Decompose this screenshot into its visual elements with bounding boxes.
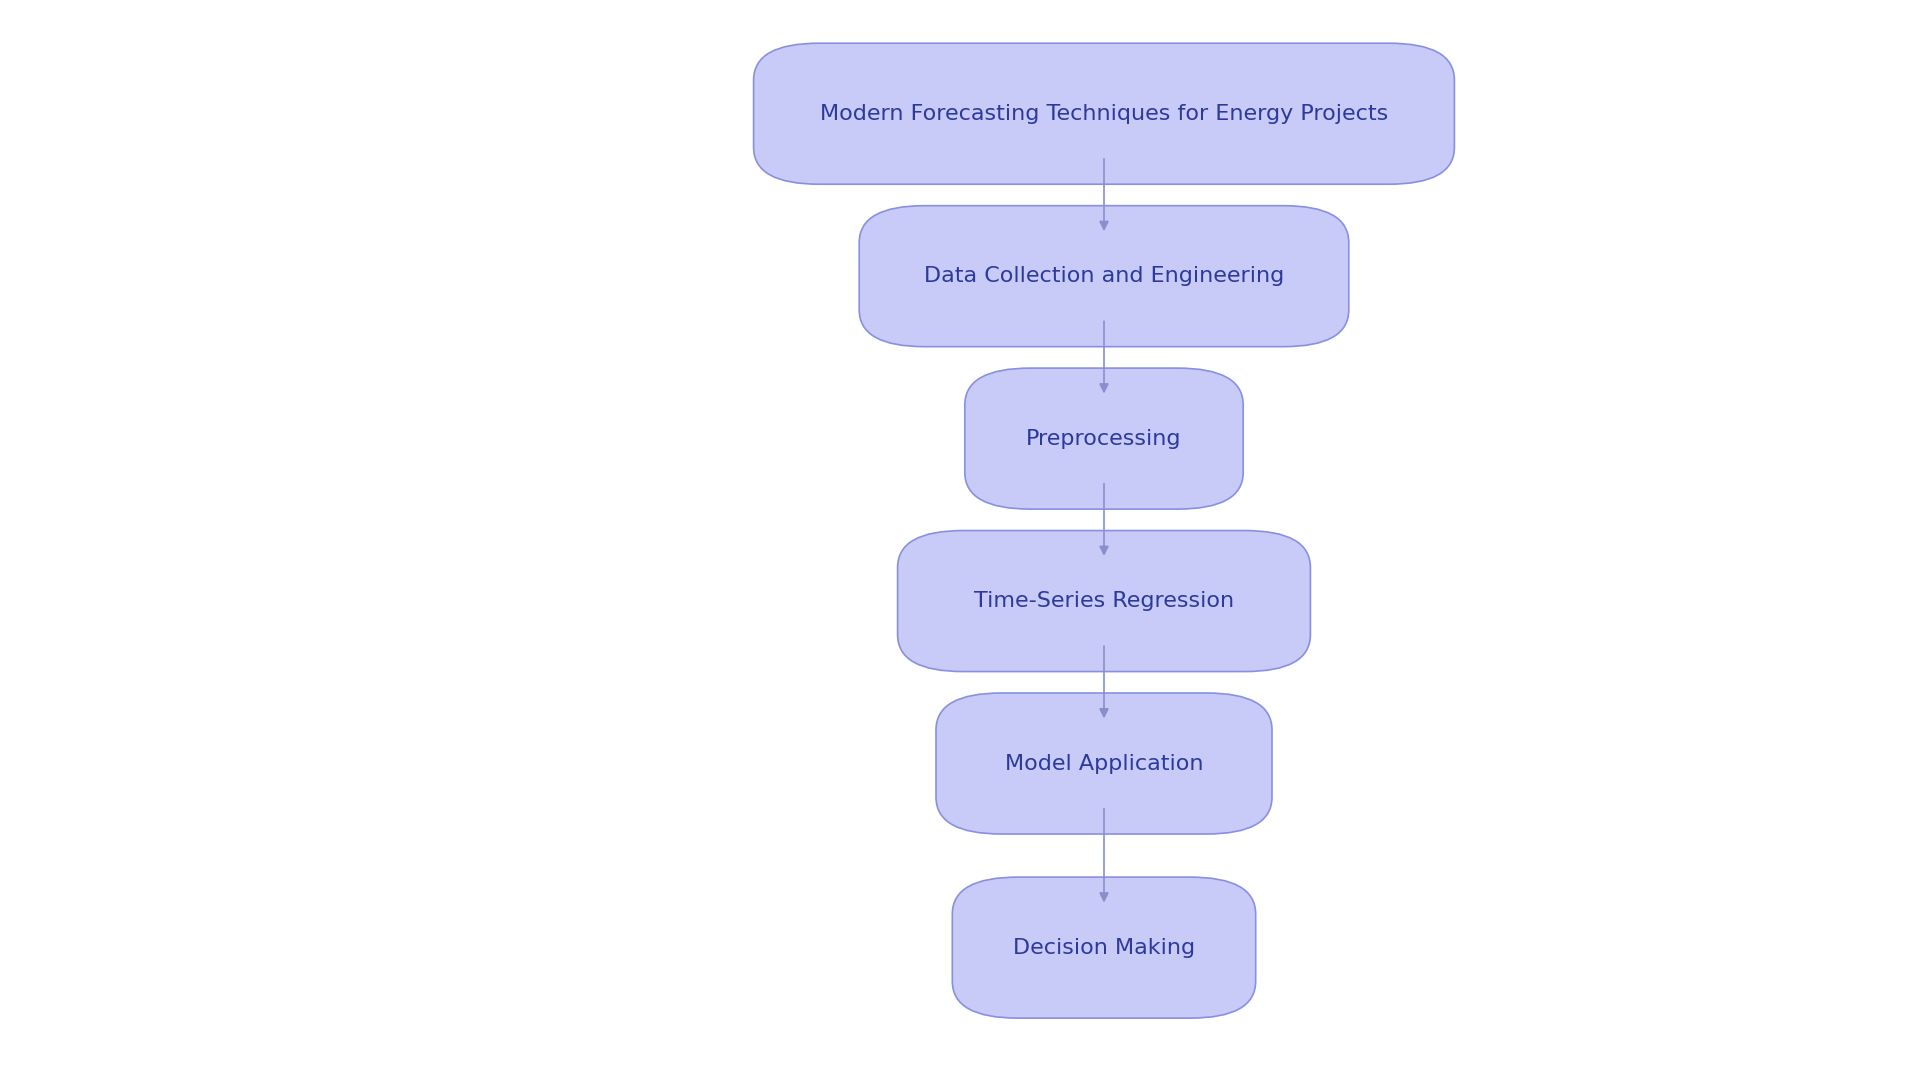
Text: Time-Series Regression: Time-Series Regression xyxy=(973,591,1235,611)
Text: Decision Making: Decision Making xyxy=(1014,938,1194,957)
Text: Modern Forecasting Techniques for Energy Projects: Modern Forecasting Techniques for Energy… xyxy=(820,104,1388,123)
Text: Model Application: Model Application xyxy=(1004,754,1204,773)
FancyBboxPatch shape xyxy=(964,368,1242,509)
FancyBboxPatch shape xyxy=(897,531,1309,671)
FancyBboxPatch shape xyxy=(952,877,1256,1018)
Text: Data Collection and Engineering: Data Collection and Engineering xyxy=(924,266,1284,286)
FancyBboxPatch shape xyxy=(935,693,1271,834)
FancyBboxPatch shape xyxy=(858,206,1348,347)
Text: Preprocessing: Preprocessing xyxy=(1027,429,1181,448)
FancyBboxPatch shape xyxy=(753,43,1455,184)
